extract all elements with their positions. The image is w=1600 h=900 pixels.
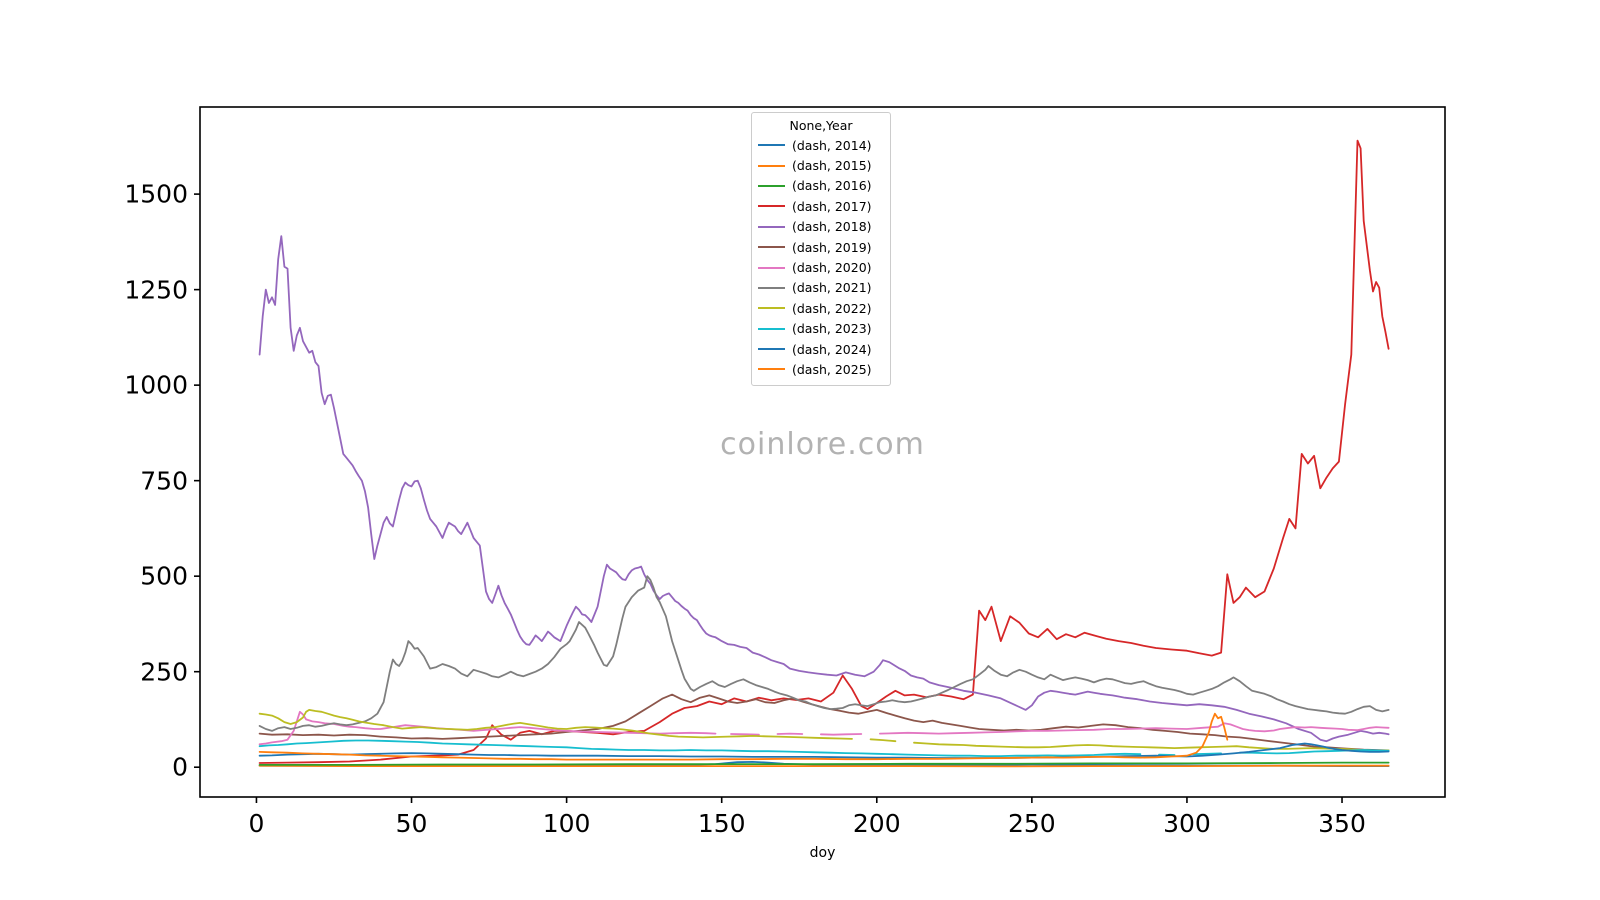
legend-item-label: (dash, 2014): [792, 137, 872, 153]
legend-item: (dash, 2018): [758, 217, 884, 237]
plot-border: [199, 106, 1446, 798]
series-line-dash-2025: [258, 712, 1229, 761]
legend-item: (dash, 2019): [758, 237, 884, 257]
y-tick-label: 500: [140, 561, 188, 591]
y-tick-label: 0: [172, 752, 188, 782]
legend-item-label: (dash, 2018): [792, 219, 872, 235]
legend-item: (dash, 2023): [758, 319, 884, 339]
legend-item-label: (dash, 2017): [792, 198, 872, 214]
series-line-dash-2018: [258, 235, 1390, 743]
legend-item-label: (dash, 2024): [792, 341, 872, 357]
series-line-dash-2019: [258, 693, 1390, 752]
series-line-dash-2022: [258, 709, 1390, 752]
legend-line-swatch: [758, 246, 785, 249]
x-tick-label: 50: [395, 809, 428, 838]
watermark-text: coinlore.com: [720, 427, 925, 462]
series-line-dash-2023: [258, 739, 1390, 757]
y-tick-label: 1500: [124, 179, 188, 209]
legend-line-swatch: [758, 144, 785, 147]
y-tick-label: 1000: [124, 370, 188, 400]
legend-line-swatch: [758, 164, 785, 167]
legend-item: (dash, 2022): [758, 298, 884, 318]
legend-item-label: (dash, 2016): [792, 178, 872, 194]
legend-line-swatch: [758, 225, 785, 228]
legend-item-label: (dash, 2019): [792, 239, 872, 255]
legend-item-label: (dash, 2023): [792, 321, 872, 337]
legend-line-swatch: [758, 205, 785, 208]
x-axis-label: doy: [809, 845, 836, 861]
x-tick-label: 250: [1008, 809, 1056, 838]
legend-item: (dash, 2017): [758, 196, 884, 216]
legend-item: (dash, 2025): [758, 359, 884, 379]
x-tick-label: 150: [697, 809, 746, 838]
legend-item: (dash, 2021): [758, 278, 884, 298]
y-tick-label: 750: [140, 466, 188, 496]
x-tick-label: 200: [852, 809, 901, 838]
legend-box: None,Year (dash, 2014) (dash, 2015) (dash,…: [751, 112, 891, 386]
legend-line-swatch: [758, 184, 785, 187]
legend-item: (dash, 2020): [758, 257, 884, 277]
series-line-dash-2021: [258, 575, 1390, 732]
legend-item-label: (dash, 2020): [792, 260, 872, 276]
legend-line-swatch: [758, 286, 785, 289]
series-line-dash-2024: [258, 742, 1390, 759]
legend-line-swatch: [758, 266, 785, 269]
legend-rows: (dash, 2014) (dash, 2015) (dash, 2016) (das…: [758, 135, 884, 380]
legend-line-swatch: [758, 327, 785, 330]
legend-line-swatch: [758, 307, 785, 310]
y-tick-label: 1250: [124, 275, 188, 305]
legend-item-label: (dash, 2025): [792, 361, 872, 377]
axis-ticks: [194, 193, 1343, 803]
legend-item-label: (dash, 2015): [792, 158, 872, 174]
x-tick-label: 100: [542, 809, 591, 838]
legend-title: None,Year: [789, 118, 853, 133]
legend-item: (dash, 2014): [758, 135, 884, 155]
x-tick-label: 350: [1318, 809, 1366, 838]
legend-item-label: (dash, 2021): [792, 280, 872, 296]
series-line-dash-2016: [258, 761, 1390, 766]
legend-item: (dash, 2024): [758, 339, 884, 359]
legend-line-swatch: [758, 368, 785, 371]
legend-item-label: (dash, 2022): [792, 300, 872, 316]
series-lines: [258, 139, 1390, 768]
series-line-dash-2015: [258, 764, 1390, 768]
legend-item: (dash, 2015): [758, 155, 884, 175]
y-tick-label: 250: [140, 657, 188, 687]
legend-line-swatch: [758, 348, 785, 351]
x-tick-label: 300: [1163, 809, 1211, 838]
x-tick-label: 0: [248, 809, 265, 838]
legend-item: (dash, 2016): [758, 176, 884, 196]
